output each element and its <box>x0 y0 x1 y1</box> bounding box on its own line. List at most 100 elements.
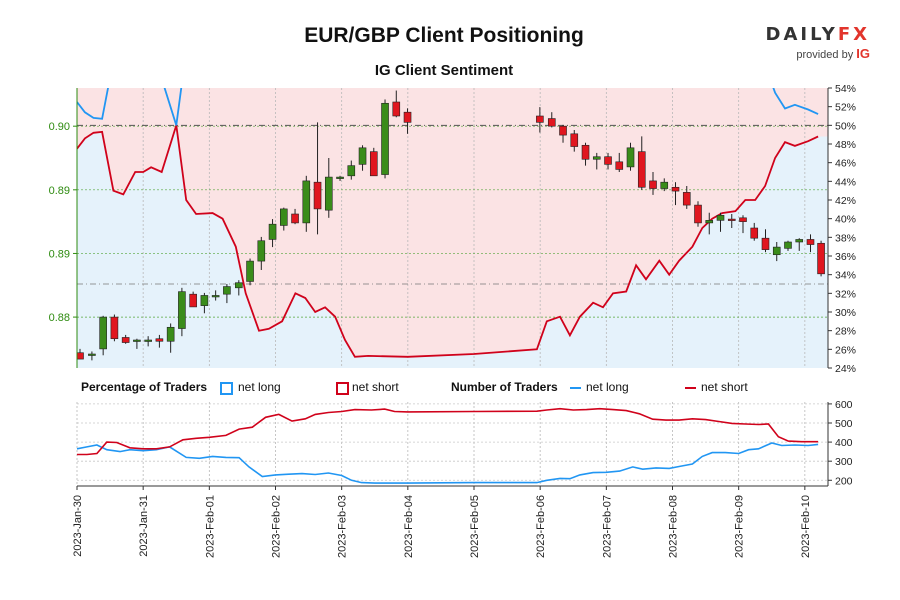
candle-body <box>189 293 197 308</box>
candle-body <box>581 144 590 160</box>
num-net-long-line <box>76 442 819 484</box>
net-short-pct-line <box>77 125 819 358</box>
x-tick-label: 2023-Jan-31 <box>138 495 150 557</box>
x-tick-label: 2023-Feb-03 <box>337 495 349 558</box>
candle-body <box>99 316 107 350</box>
candle-body <box>806 239 815 245</box>
candle-body <box>166 326 175 342</box>
candles-group <box>77 90 825 361</box>
y-num-tick-label: 300 <box>835 456 853 468</box>
candle-body <box>291 213 299 224</box>
candle-body <box>671 186 680 192</box>
y-right-tick-label: 52% <box>835 102 856 114</box>
y-num-tick-label: 200 <box>835 475 853 487</box>
x-tick-label: 2023-Feb-04 <box>403 495 415 558</box>
y-right-tick-label: 54% <box>835 83 856 95</box>
legend-num-long-swatch <box>570 387 581 389</box>
y-num-tick-label: 500 <box>835 418 853 430</box>
x-tick-label: 2023-Jan-30 <box>72 495 84 557</box>
candle-body <box>178 291 186 329</box>
y-left-tick-label: 0.89 <box>49 185 70 197</box>
y-left-tick-label: 0.89 <box>49 248 70 260</box>
legend-num-long-label: net long <box>586 380 629 394</box>
candle-body <box>559 125 567 136</box>
candle-body <box>403 111 412 123</box>
y-right-tick-label: 24% <box>835 363 856 375</box>
legend-pct-long-swatch <box>220 382 233 395</box>
legend-num-short-swatch <box>685 387 696 389</box>
candle-body <box>77 352 84 360</box>
x-tick-label: 2023-Feb-02 <box>271 495 283 558</box>
candle-body <box>705 220 714 224</box>
candle-body <box>155 338 164 342</box>
y-right-tick-label: 30% <box>835 307 856 319</box>
x-tick-label: 2023-Feb-06 <box>535 495 547 558</box>
candle-body <box>358 147 367 165</box>
chart-subtitle: IG Client Sentiment <box>374 62 514 79</box>
candle-body <box>257 240 266 262</box>
candle-body <box>626 147 635 168</box>
candle-body <box>727 218 736 221</box>
candle-body <box>660 181 669 189</box>
candle-body <box>88 353 96 356</box>
candle-body <box>739 217 747 222</box>
x-tick-label: 2023-Feb-09 <box>734 495 746 558</box>
candle-body <box>279 208 288 226</box>
legend: Percentage of Traders net long net short… <box>0 380 900 396</box>
y-right-tick-label: 42% <box>835 195 856 207</box>
candle-body <box>347 165 356 177</box>
candle-body <box>615 161 624 170</box>
legend-pct-short-swatch <box>336 382 349 395</box>
dailyfx-logo: DAILYFX provided by IG <box>765 24 870 61</box>
net-long-pct-line <box>77 88 819 126</box>
candle-body <box>110 316 119 340</box>
candle-body <box>223 286 231 295</box>
x-tick-label: 2023-Feb-08 <box>668 495 680 558</box>
candle-body <box>761 237 770 250</box>
candle-body <box>694 204 702 224</box>
y-right-tick-label: 46% <box>835 158 856 170</box>
x-tick-label: 2023-Feb-01 <box>204 495 216 558</box>
candle-body <box>133 339 141 342</box>
y-right-tick-label: 28% <box>835 326 856 338</box>
candle-body <box>144 339 152 342</box>
x-tick-label: 2023-Feb-10 <box>800 495 812 558</box>
sentiment-fill-group <box>77 88 828 368</box>
candle-body <box>716 214 725 221</box>
y-num-tick-label: 600 <box>835 399 853 411</box>
x-tick-label: 2023-Feb-07 <box>601 495 613 558</box>
legend-num-short-label: net short <box>701 380 748 394</box>
legend-pct-short-label: net short <box>352 380 399 394</box>
candle-body <box>324 176 333 211</box>
y-left-tick-label: 0.88 <box>49 312 70 324</box>
chart-title: EUR/GBP Client Positioning <box>304 24 584 47</box>
y-right-tick-label: 38% <box>835 232 856 244</box>
candle-body <box>211 295 220 298</box>
candle-body <box>246 260 254 282</box>
candle-body <box>637 151 646 188</box>
candle-body <box>268 223 277 240</box>
candle-body <box>592 156 601 160</box>
y-left-tick-label: 0.90 <box>49 121 70 133</box>
candle-body <box>817 242 825 275</box>
y-right-tick-label: 40% <box>835 214 856 226</box>
net-long-area <box>77 125 828 368</box>
candle-body <box>795 239 804 243</box>
candle-body <box>570 133 579 147</box>
candle-body <box>302 180 311 224</box>
candle-body <box>200 295 209 306</box>
y-num-tick-label: 400 <box>835 437 853 449</box>
y-right-tick-label: 34% <box>835 270 856 282</box>
y-right-tick-label: 50% <box>835 120 856 132</box>
candle-body <box>682 192 691 206</box>
candle-body <box>772 246 781 256</box>
legend-pct-heading: Percentage of Traders <box>81 380 208 394</box>
candle-body <box>313 181 322 210</box>
num-net-short-line <box>77 407 819 456</box>
candle-body <box>536 115 544 123</box>
candle-body <box>381 102 389 175</box>
candle-body <box>784 241 792 249</box>
candle-body <box>392 101 401 117</box>
legend-pct-long-label: net long <box>238 380 281 394</box>
